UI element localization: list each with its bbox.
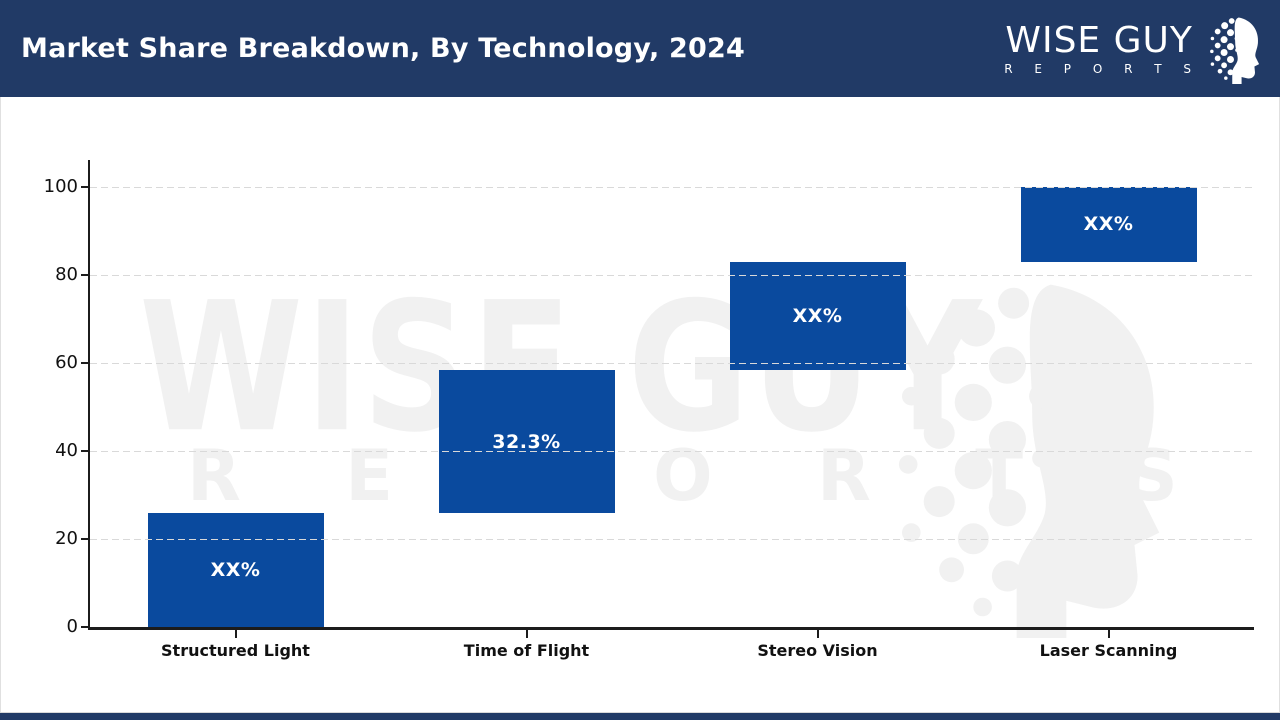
brand-subtitle: R E P O R T S: [1004, 61, 1200, 76]
x-tick-mark: [234, 630, 237, 638]
watermark-head-icon: [898, 284, 1160, 638]
y-tick-mark: [81, 274, 89, 276]
bar-value-label: XX%: [1083, 213, 1134, 236]
y-tick-mark: [81, 450, 89, 452]
brand-head-icon: [1210, 17, 1260, 84]
y-tick-label: 100: [43, 176, 78, 197]
waterfall-bar: [147, 512, 324, 627]
x-tick-mark: [816, 630, 819, 638]
y-axis-spine: [88, 160, 90, 630]
y-tick-label: 0: [66, 616, 78, 637]
category-label: Structured Light: [161, 641, 310, 660]
brand-logo: WISE GUY R E P O R T S: [998, 14, 1280, 84]
y-tick-mark: [81, 538, 89, 540]
x-axis-spine: [88, 627, 1254, 630]
plot-area: 0 20 40 60 80 100 XX% Structured Light 32.3% Time…: [1, 97, 1279, 713]
bar-value-label: 32.3%: [492, 430, 561, 453]
footer-bar: [0, 713, 1280, 720]
waterfall-bar: [729, 261, 906, 371]
y-tick-label: 80: [55, 264, 78, 285]
x-tick-mark: [525, 630, 528, 638]
category-label: Laser Scanning: [1039, 641, 1178, 660]
y-gridline: [90, 363, 1254, 364]
waterfall-bar: [438, 370, 615, 513]
y-tick-mark: [81, 186, 89, 188]
y-tick-mark: [81, 362, 89, 364]
bar-value-label: XX%: [210, 558, 261, 581]
brand-logo-text: WISE GUY R E P O R T S: [998, 19, 1200, 76]
waterfall-bar: [1020, 187, 1197, 262]
y-tick-label: 20: [55, 528, 78, 549]
category-label: Time of Flight: [463, 641, 590, 660]
chart-canvas: WISE GUY R E P O R T S 0 20 40 60 80 100 XX% St…: [0, 97, 1280, 713]
brand-name: WISE GUY: [1005, 19, 1193, 61]
bar-value-label: XX%: [792, 305, 843, 328]
page-title: Market Share Breakdown, By Technology, 2…: [21, 33, 746, 64]
y-gridline: [90, 187, 1254, 188]
y-gridline: [90, 275, 1254, 276]
x-tick-mark: [1107, 630, 1110, 638]
y-tick-label: 60: [55, 352, 78, 373]
y-tick-mark: [81, 626, 89, 628]
y-gridline: [90, 539, 1254, 540]
y-tick-label: 40: [55, 440, 78, 461]
footer-divider: [0, 712, 1280, 713]
y-gridline: [90, 451, 1254, 452]
header-bar: Market Share Breakdown, By Technology, 2…: [0, 0, 1280, 97]
category-label: Stereo Vision: [757, 641, 878, 660]
